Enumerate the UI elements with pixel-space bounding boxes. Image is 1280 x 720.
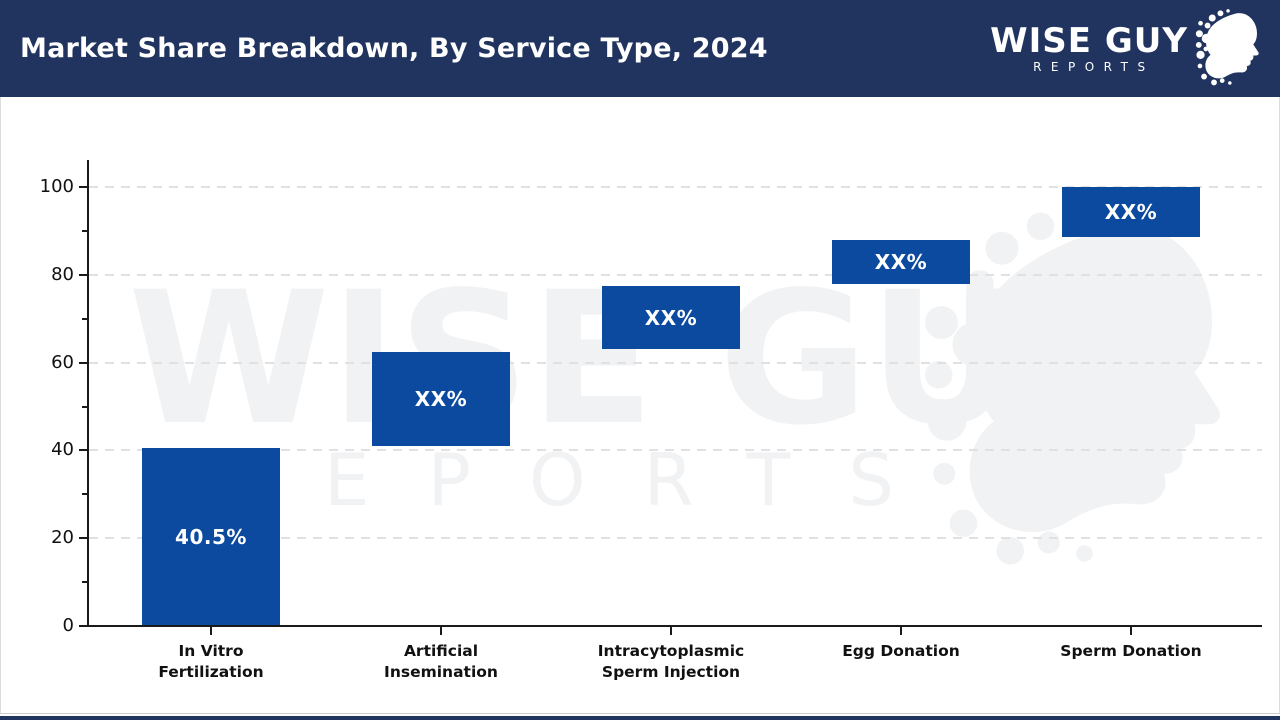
x-axis-category-label-line: Sperm Injection xyxy=(601,663,741,681)
x-axis-tick xyxy=(900,627,902,635)
x-axis-tick xyxy=(1130,627,1132,635)
y-axis-minor-tick xyxy=(82,317,88,320)
gridline-60 xyxy=(89,361,1262,364)
logo-subtitle: REPORTS xyxy=(1033,60,1155,74)
y-axis-tick xyxy=(79,361,88,364)
y-axis-tick xyxy=(79,537,88,540)
x-axis-category-label-line: Fertilization xyxy=(158,663,264,681)
x-axis-category-label: Intracytoplasmic Sperm Injection xyxy=(556,641,786,683)
x-axis-tick xyxy=(210,627,212,635)
gridline-40 xyxy=(89,449,1262,452)
y-axis-tick xyxy=(79,186,88,188)
bar-egg-donation: XX% xyxy=(832,239,970,284)
y-axis-tick xyxy=(79,625,88,627)
gridline-100 xyxy=(89,186,1262,188)
x-axis-tick xyxy=(670,627,672,635)
x-axis-category-label-line: Artificial xyxy=(403,642,479,660)
y-axis-minor-tick xyxy=(82,229,88,232)
header-band: Market Share Breakdown, By Service Type,… xyxy=(0,0,1280,97)
watermark-face-icon xyxy=(925,207,1220,565)
x-axis-category-label-line: Intracytoplasmic xyxy=(597,642,745,660)
bar-value-label: 40.5% xyxy=(175,525,247,550)
y-axis-minor-tick xyxy=(82,405,88,408)
bar-value-label: XX% xyxy=(874,249,928,274)
y-axis-tick-label: 40 xyxy=(51,439,74,461)
y-axis-tick xyxy=(79,449,88,452)
brand-logo-text: WISE GUY REPORTS xyxy=(990,23,1188,75)
bar-value-label: XX% xyxy=(1104,200,1158,225)
x-axis-category-label-line: In Vitro xyxy=(178,642,244,660)
footer-divider xyxy=(0,713,1280,714)
chart-title: Market Share Breakdown, By Service Type,… xyxy=(20,33,768,64)
y-axis-spine xyxy=(87,160,89,626)
x-axis-category-label: Egg Donation xyxy=(786,641,1016,662)
x-axis-category-label: Artificial Insemination xyxy=(326,641,556,683)
x-axis-spine xyxy=(86,625,1262,627)
x-axis-category-label-line: Egg Donation xyxy=(842,642,960,660)
x-axis-category-label-line: Insemination xyxy=(384,663,498,681)
brand-logo: WISE GUY REPORTS xyxy=(990,8,1270,90)
x-axis-category-label: In Vitro Fertilization xyxy=(96,641,326,683)
x-axis-category-label-line: Sperm Donation xyxy=(1060,642,1202,660)
y-axis-tick xyxy=(79,273,88,276)
y-axis-tick-label: 60 xyxy=(51,351,74,373)
logo-wordmark: WISE GUY xyxy=(990,21,1188,61)
bar-value-label: XX% xyxy=(414,386,468,411)
gridline-20 xyxy=(89,537,1262,540)
y-axis-tick-label: 80 xyxy=(51,263,74,285)
y-axis-tick-label: 0 xyxy=(62,615,74,636)
x-axis-category-label: Sperm Donation xyxy=(1016,641,1246,662)
bar-sperm-donation: XX% xyxy=(1062,187,1200,238)
gridline-80 xyxy=(89,273,1262,276)
y-axis-minor-tick xyxy=(82,581,88,584)
bar-intracytoplasmic-sperm-injection: XX% xyxy=(602,285,740,350)
y-axis-minor-tick xyxy=(82,493,88,496)
x-axis-tick xyxy=(440,627,442,635)
bar-value-label: XX% xyxy=(644,305,698,330)
footer-band xyxy=(0,716,1280,720)
y-axis-tick-label: 20 xyxy=(51,527,74,549)
y-axis-tick-label: 100 xyxy=(39,176,74,197)
bar-artificial-insemination: XX% xyxy=(372,351,510,446)
bar-in-vitro-fertilization: 40.5% xyxy=(142,448,280,626)
watermark-subtitle: REPORTS xyxy=(216,438,953,522)
